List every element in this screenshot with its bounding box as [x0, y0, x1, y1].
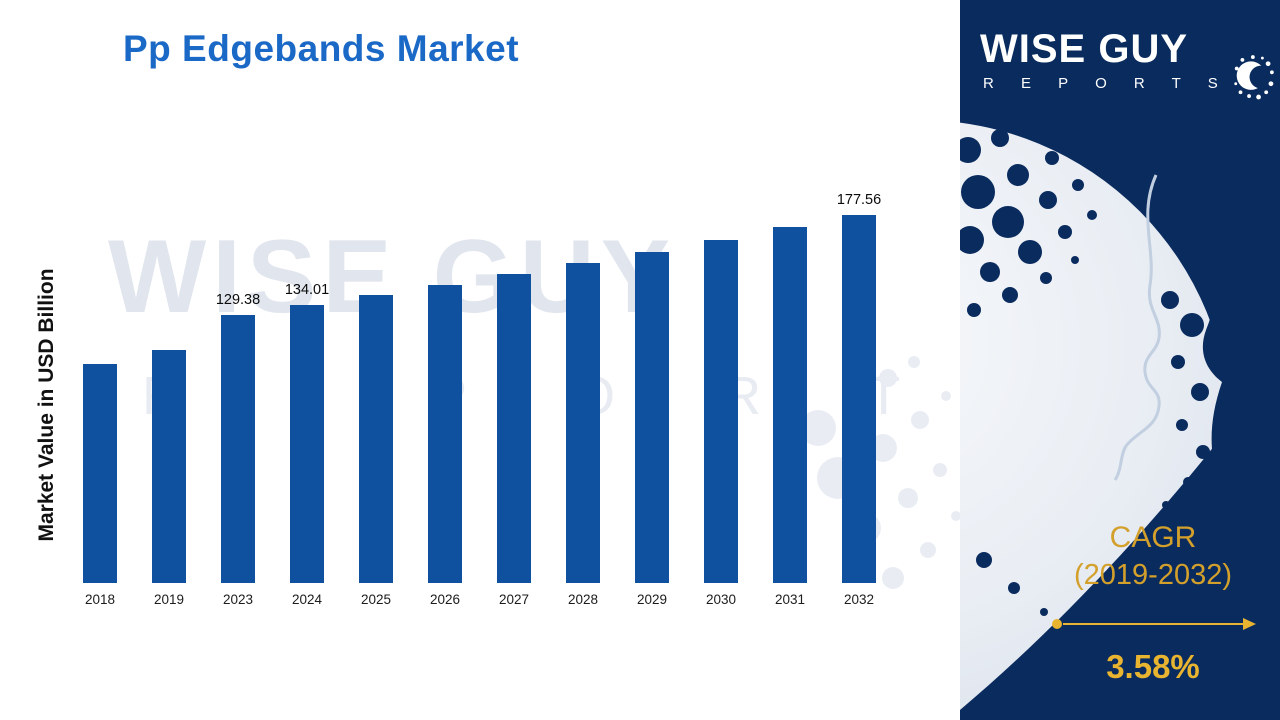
bar-column: 2026 — [428, 285, 462, 607]
bar — [773, 227, 807, 583]
bar-column: 2027 — [497, 274, 531, 607]
bar-column: 134.01 2024 — [285, 282, 329, 607]
bar — [152, 350, 186, 583]
cagr-block: CAGR (2019-2032) 3.58% — [1038, 521, 1268, 686]
brand-subtext: R E P O R T S — [983, 75, 1230, 92]
bar — [497, 274, 531, 583]
x-axis-tick-label: 2029 — [636, 592, 668, 607]
brand-wordmark: WISE GUY — [980, 27, 1189, 71]
bar-value-label: 177.56 — [836, 192, 882, 208]
right-panel: WISE GUY R E P O R T S CAGR (2019-2032) — [960, 0, 1280, 720]
x-axis-tick-label: 2030 — [705, 592, 737, 607]
x-axis-tick-label: 2028 — [567, 592, 599, 607]
bar-value-label: 134.01 — [284, 282, 330, 298]
cagr-arrow-divider-icon — [1051, 618, 1256, 630]
bar — [359, 295, 393, 583]
bar-column: 177.56 2032 — [837, 192, 881, 607]
x-axis-tick-label: 2025 — [360, 592, 392, 607]
brand-text: WISE GUY R E P O R T S — [980, 28, 1229, 92]
bar — [221, 315, 255, 583]
brand-logo: WISE GUY R E P O R T S — [980, 28, 1274, 128]
bar — [428, 285, 462, 583]
x-axis-tick-label: 2026 — [429, 592, 461, 607]
bar — [635, 252, 669, 583]
bar-column: 2028 — [566, 263, 600, 607]
x-axis-tick-label: 2027 — [498, 592, 530, 607]
bar — [704, 240, 738, 583]
bar — [83, 364, 117, 583]
page-title: Pp Edgebands Market — [123, 28, 520, 69]
x-axis-tick-label: 2032 — [843, 592, 875, 607]
x-axis-tick-label: 2018 — [84, 592, 116, 607]
bar — [290, 305, 324, 583]
bar-column: 2030 — [704, 240, 738, 607]
y-axis-label: Market Value in USD Billion — [35, 268, 58, 542]
cagr-value: 3.58% — [1106, 648, 1200, 685]
bar-column: 2018 — [83, 364, 117, 607]
x-axis-tick-label: 2031 — [774, 592, 806, 607]
x-axis-tick-label: 2024 — [291, 592, 323, 607]
bar-column: 2031 — [773, 227, 807, 607]
cagr-range: (2019-2032) — [1074, 559, 1232, 591]
bar-column: 2019 — [152, 350, 186, 607]
bar-chart: 2018 2019 129.38 2023 134.01 2024 2025 2026 2027… — [83, 183, 881, 607]
x-axis-tick-label: 2019 — [153, 592, 185, 607]
bar — [566, 263, 600, 583]
bar — [842, 215, 876, 583]
bar-value-label: 129.38 — [215, 292, 261, 308]
cagr-label: CAGR — [1109, 521, 1197, 554]
face-logo-icon — [1234, 55, 1274, 100]
bar-column: 129.38 2023 — [216, 292, 260, 607]
x-axis-tick-label: 2023 — [222, 592, 254, 607]
bar-column: 2025 — [359, 295, 393, 607]
panel-decor-dots — [960, 60, 1280, 720]
bar-column: 2029 — [635, 252, 669, 607]
